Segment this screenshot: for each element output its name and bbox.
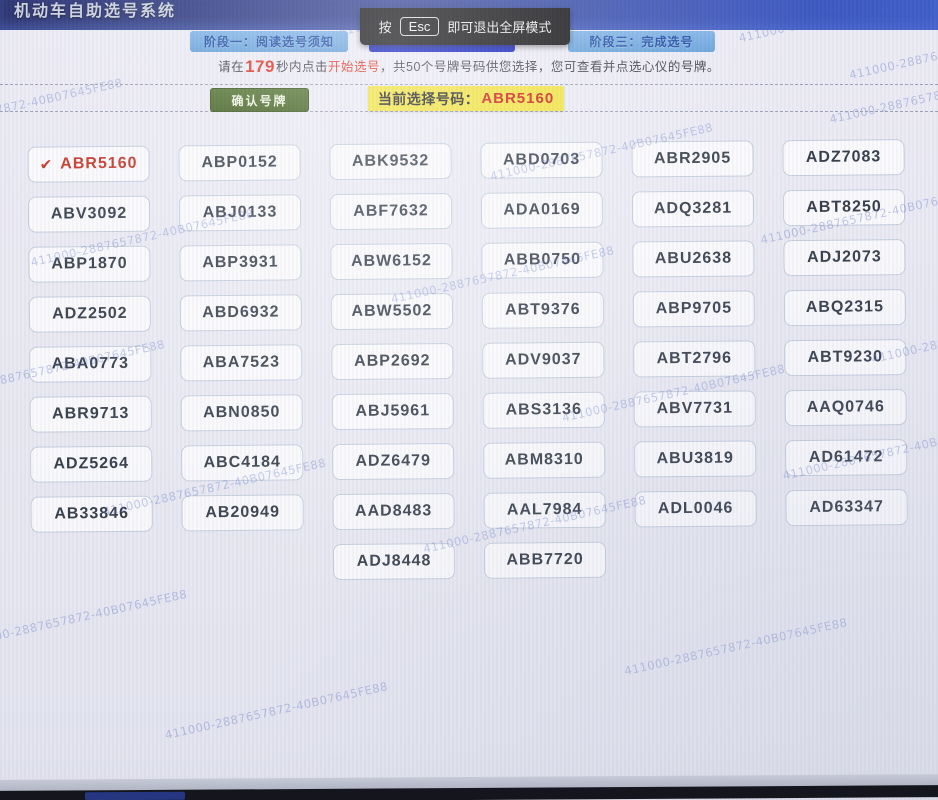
confirm-plate-button[interactable]: 确认号牌 <box>210 88 309 112</box>
instruction-part3: ，共50个号牌号码供您选择，您可查看并点选心仪的号牌。 <box>380 60 720 74</box>
plate-number: AD63347 <box>809 498 884 516</box>
plate-number: ADA0169 <box>503 200 581 219</box>
plate-number: ABW6152 <box>350 252 432 270</box>
plate-option[interactable]: ABN0850 <box>180 394 303 432</box>
plate-number: ABB7720 <box>506 550 584 569</box>
plate-number: ABT2796 <box>656 349 733 368</box>
stage-3-button[interactable]: 阶段三：完成选号 <box>568 31 715 52</box>
plate-number: ABF7632 <box>353 202 429 220</box>
plate-option[interactable]: ABP9705 <box>632 290 756 328</box>
plate-option[interactable]: ADQ3281 <box>631 190 755 228</box>
plate-option[interactable]: ABP3931 <box>179 244 302 282</box>
plate-number: ABM8310 <box>504 450 584 469</box>
plate-option[interactable]: ABV3092 <box>27 195 151 233</box>
current-selection-value: ABR5160 <box>481 90 555 107</box>
plate-option[interactable]: ABF7632 <box>329 193 453 231</box>
plate-option[interactable]: ✔ ABR5160 <box>27 145 150 183</box>
plate-number: ABJ5961 <box>355 402 431 420</box>
plate-number: ADZ7083 <box>805 148 882 166</box>
current-selection-label: 当前选择号码： <box>377 90 480 107</box>
plate-number: AB20949 <box>205 503 281 522</box>
plate-number: ABK9532 <box>351 152 430 170</box>
esc-keycap: Esc <box>399 17 440 36</box>
plate-number: ADZ6479 <box>355 452 432 470</box>
plate-number: ABA7523 <box>202 353 281 372</box>
plate-option[interactable]: ABP0152 <box>178 144 301 182</box>
plate-option[interactable]: ADZ6479 <box>332 443 455 481</box>
plate-number: ABR5160 <box>60 154 138 173</box>
plate-number: ABD6932 <box>202 303 280 322</box>
plate-number: ABU2638 <box>654 249 733 268</box>
divider-bottom <box>0 111 938 112</box>
plate-option[interactable]: ABD6932 <box>179 294 303 332</box>
plate-option[interactable]: ABM8310 <box>483 441 606 479</box>
plate-number: ABV7731 <box>656 399 734 418</box>
plate-number: ADJ2073 <box>807 248 882 266</box>
plate-option[interactable]: AD63347 <box>785 489 908 527</box>
plate-option[interactable]: ABU2638 <box>632 240 755 278</box>
toast-text-prefix: 按 <box>378 20 392 35</box>
countdown-seconds: 179 <box>245 57 275 76</box>
instruction-part2: 秒内点击 <box>275 60 328 74</box>
fullscreen-exit-toast: 按 Esc 即可退出全屏模式 <box>360 8 570 45</box>
plate-number: ABT9376 <box>505 300 581 319</box>
plate-number: ADZ5264 <box>53 454 130 473</box>
plate-option[interactable]: AB20949 <box>181 494 304 532</box>
watermark-text: 411000-2887657872-40B07645FE88 <box>623 615 849 679</box>
plate-number: ABP9705 <box>655 299 733 318</box>
plate-number: ABV3092 <box>50 204 128 223</box>
watermark-text: 411000-2887657872-40B07645FE88 <box>163 679 390 743</box>
plate-number: AAD8483 <box>354 502 433 520</box>
plate-number: ADV9037 <box>505 350 582 369</box>
plate-option[interactable]: ADV9037 <box>482 341 605 379</box>
watermark-text: 411000-2887657872-40B07645FE88 <box>0 586 189 650</box>
plate-option[interactable]: ABJ5961 <box>331 393 454 431</box>
plate-option[interactable]: ABQ2315 <box>783 289 907 327</box>
plate-number: ABQ2315 <box>805 298 885 316</box>
stage-1-button[interactable]: 阶段一：阅读选号须知 <box>190 31 348 52</box>
plate-option[interactable]: ABU3819 <box>634 440 757 478</box>
plate-option[interactable]: AAQ0746 <box>784 389 907 427</box>
plate-number: ABP3931 <box>202 253 279 272</box>
page-title: 机动车自助选号系统 <box>14 3 177 20</box>
plate-number: ADL0046 <box>657 499 734 518</box>
plate-option[interactable]: ADZ7083 <box>782 139 905 177</box>
start-selection-link[interactable]: 开始选号 <box>327 60 380 74</box>
toast-text-suffix: 即可退出全屏模式 <box>447 20 552 35</box>
plate-number: ABR9713 <box>52 404 130 423</box>
plate-number: ABN0850 <box>203 403 281 422</box>
current-selection-box: 当前选择号码： ABR5160 <box>368 86 564 111</box>
plate-number: ABP2692 <box>354 352 431 370</box>
instruction-text: 请在179秒内点击开始选号，共50个号牌号码供您选择，您可查看并点选心仪的号牌。 <box>0 56 938 77</box>
plate-number: ABR2905 <box>653 149 732 168</box>
divider-top <box>0 84 938 85</box>
bezel-reflection <box>85 791 185 800</box>
plate-number: ADZ2502 <box>52 304 128 323</box>
check-icon: ✔ <box>39 156 54 174</box>
plate-option[interactable]: ABR9713 <box>29 395 152 433</box>
plate-option[interactable]: ADZ5264 <box>30 445 153 483</box>
instruction-part1: 请在 <box>218 60 245 74</box>
plate-option[interactable]: ABA7523 <box>180 344 303 382</box>
plate-grid: ✔ ABR5160 ABP0152 ABK9532 ABD0703 ABR2905 ADZ7… <box>27 139 909 583</box>
plate-option[interactable]: ABW6152 <box>330 243 453 281</box>
plate-number: AAQ0746 <box>806 398 885 416</box>
plate-number: ADQ3281 <box>653 199 733 218</box>
plate-option[interactable]: ADJ2073 <box>783 239 906 277</box>
plate-option[interactable]: ABP2692 <box>331 343 454 381</box>
plate-option[interactable]: ADZ2502 <box>28 295 152 333</box>
plate-option[interactable]: ABT9376 <box>481 291 605 329</box>
plate-option[interactable]: ABB7720 <box>483 541 607 579</box>
plate-number: ABU3819 <box>656 449 734 468</box>
plate-option[interactable]: ADL0046 <box>634 490 757 528</box>
plate-number: ADJ8448 <box>356 552 432 570</box>
plate-number: ABP0152 <box>201 153 278 172</box>
plate-option[interactable]: AAD8483 <box>332 493 455 531</box>
plate-option[interactable]: ABK9532 <box>329 143 452 181</box>
plate-option[interactable]: ADA0169 <box>480 191 604 229</box>
